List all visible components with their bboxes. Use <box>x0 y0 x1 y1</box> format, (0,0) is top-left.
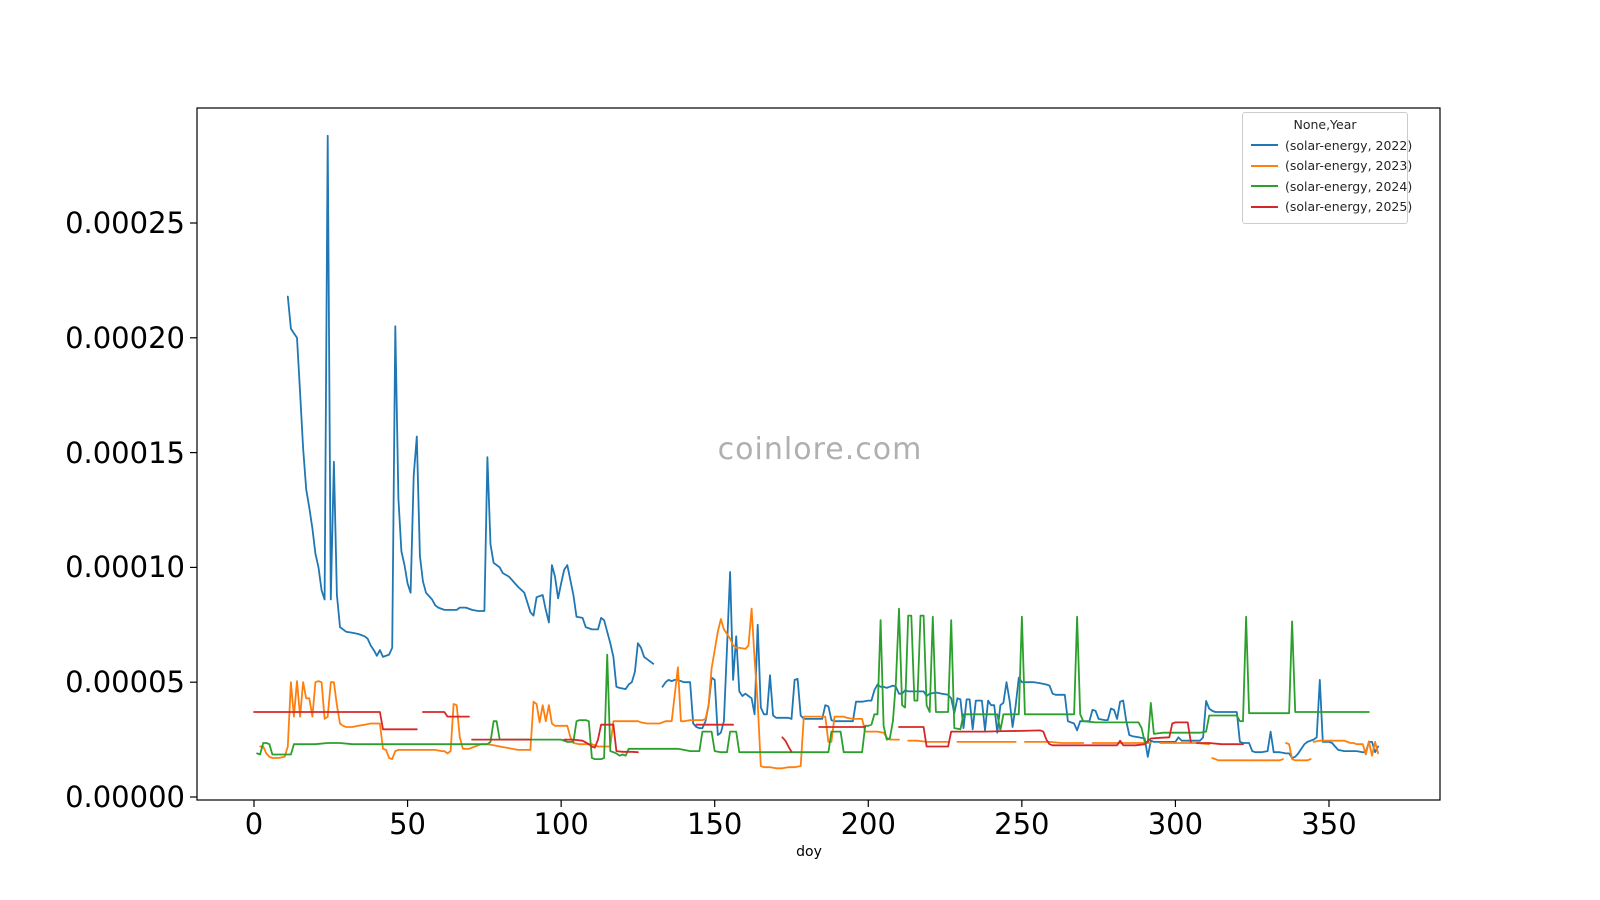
series-line-2023 <box>1312 739 1379 757</box>
axes-spines <box>196 107 1441 801</box>
series-line-2025 <box>253 711 418 731</box>
x-tick-label: 0 <box>244 807 264 841</box>
series-line-2025 <box>898 721 1192 748</box>
y-tick-label: 0.00025 <box>65 206 185 240</box>
series-line-2023 <box>1024 741 1085 744</box>
x-tick-label: 250 <box>994 807 1050 841</box>
series-line-2025 <box>1196 742 1244 746</box>
series-line-2025 <box>781 736 793 753</box>
series-line-2025 <box>421 711 470 718</box>
series-line-2022 <box>286 134 655 690</box>
x-tick-label: 150 <box>687 807 743 841</box>
series-line-2023 <box>259 607 900 770</box>
x-tick-label: 50 <box>389 807 427 841</box>
y-tick-label: 0.00020 <box>65 320 185 355</box>
legend-entry-label: (solar-energy, 2022) <box>1285 137 1413 153</box>
legend-entry: (solar-energy, 2024) <box>1251 176 1412 197</box>
y-tick-label: 0.00010 <box>65 550 185 585</box>
series-line-2024 <box>256 607 1370 760</box>
legend-title: None,Year <box>1293 117 1357 132</box>
series-line-2025 <box>563 723 639 754</box>
y-tick-label: 0.00005 <box>65 665 185 700</box>
legend-line-swatch <box>1251 164 1278 167</box>
series-line-2023 <box>1211 757 1284 762</box>
legend-entry-label: (solar-energy, 2025) <box>1285 199 1413 215</box>
legend-line-swatch <box>1251 185 1278 188</box>
legend-entry-label: (solar-energy, 2023) <box>1285 158 1413 174</box>
x-axis-label: doy <box>796 844 822 860</box>
legend-entry: (solar-energy, 2025) <box>1251 197 1412 218</box>
y-tick-label: 0.00015 <box>65 435 185 470</box>
x-tick-label: 200 <box>840 807 896 841</box>
legend-entry: (solar-energy, 2023) <box>1251 156 1412 177</box>
x-tick-label: 350 <box>1301 807 1357 841</box>
series-line-2023 <box>907 739 949 743</box>
legend-line-swatch <box>1251 144 1278 147</box>
x-tick-label: 100 <box>533 807 589 841</box>
x-tick-label: 300 <box>1147 807 1204 841</box>
legend-entry: (solar-energy, 2022) <box>1251 135 1412 156</box>
watermark: coinlore.com <box>717 432 923 467</box>
legend-entry-label: (solar-energy, 2024) <box>1285 178 1413 194</box>
legend: None,Year (solar-energy, 2022) (solar-ene… <box>1242 112 1412 224</box>
series-line-2022 <box>661 571 1379 759</box>
legend-line-swatch <box>1251 205 1278 208</box>
y-tick-label: 0.00000 <box>65 780 185 814</box>
series-line-2023 <box>1285 742 1312 762</box>
